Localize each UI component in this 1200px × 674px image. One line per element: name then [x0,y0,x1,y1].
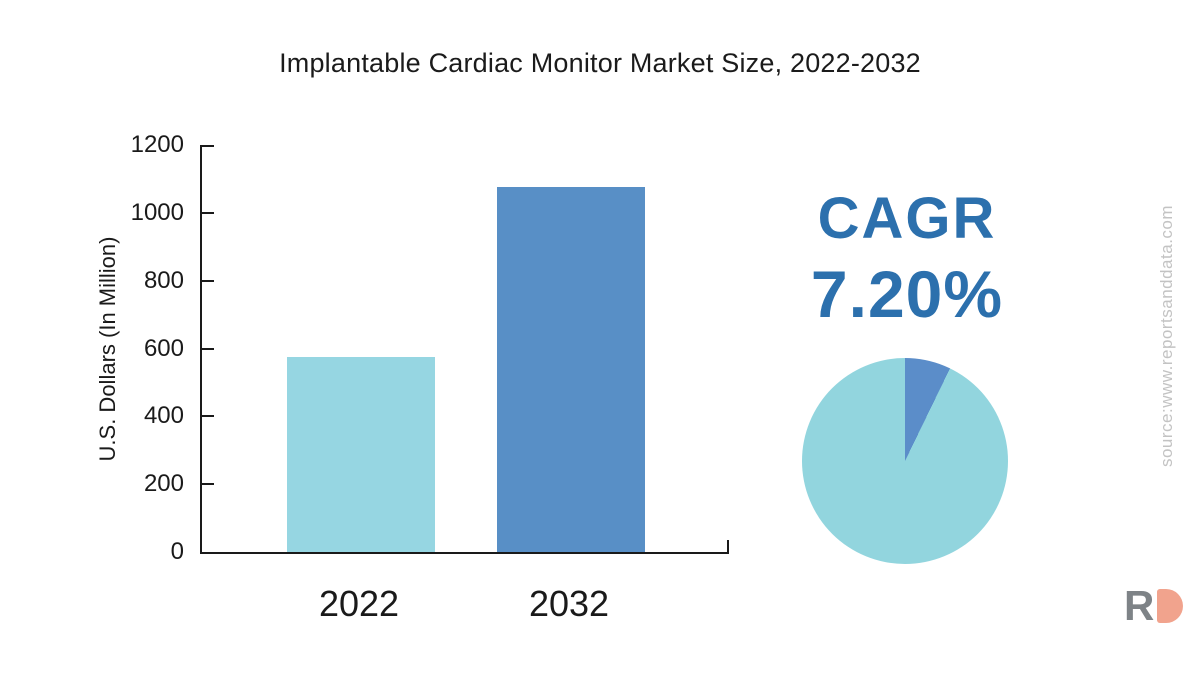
bar-2032 [497,187,645,552]
reportsanddata-logo: R [1124,582,1184,629]
y-tick-label: 600 [143,334,184,362]
y-tick-label: 0 [170,538,184,565]
bar-2022 [287,356,435,552]
chart-title: Implantable Cardiac Monitor Market Size,… [279,48,921,78]
logo-letter-r: R [1124,582,1155,629]
y-tick-label: 800 [143,266,184,294]
y-tick-mark [202,279,214,282]
cagr-label: CAGR [817,186,997,251]
y-tick-label: 1200 [130,131,184,158]
cagr-value: 7.20% [810,257,1004,331]
y-tick-mark [202,211,214,214]
logo-letter-d-shape [1157,589,1184,623]
plot-area [200,145,729,554]
x-axis-end-tick [727,540,729,552]
x-tick-label-2022: 2022 [318,583,400,624]
y-tick-label: 200 [143,470,184,498]
y-tick-label: 400 [143,402,184,430]
y-tick-mark [202,145,214,147]
y-tick-mark [202,415,214,418]
y-tick-label: 1000 [130,198,184,226]
x-tick-label-2032: 2032 [528,583,610,624]
y-axis-labels: 0 200 400 600 800 1000 1200 [0,131,192,565]
y-tick-mark [202,483,214,486]
y-tick-mark [202,347,214,350]
source-note: source:www.reportsanddata.com [1157,204,1176,468]
cagr-pie-chart [802,358,1008,564]
